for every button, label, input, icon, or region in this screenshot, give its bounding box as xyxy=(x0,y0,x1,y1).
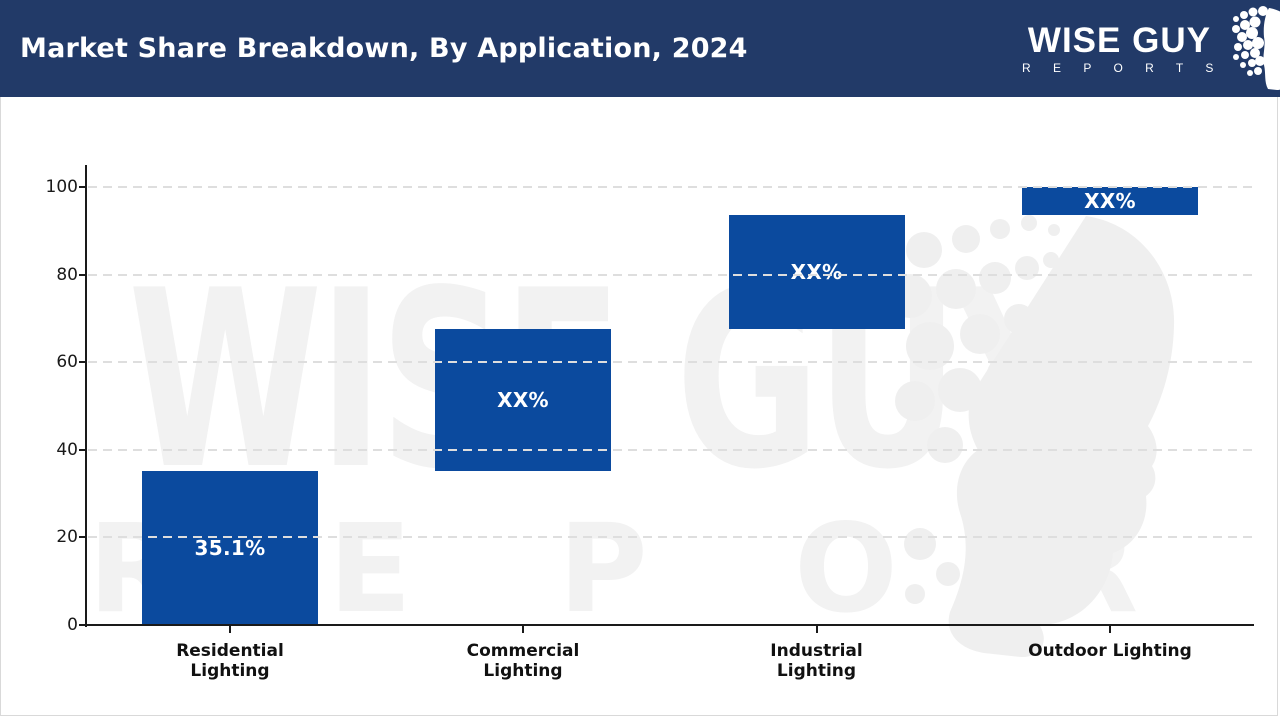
bar-segment: XX% xyxy=(1022,187,1198,216)
y-tick-label: 80 xyxy=(56,264,78,285)
y-tick-label: 40 xyxy=(56,439,78,460)
bar-value-label: XX% xyxy=(497,388,549,413)
y-tick-mark xyxy=(79,273,86,276)
x-category-label: Commercial Lighting xyxy=(466,641,580,681)
page-title: Market Share Breakdown, By Application, … xyxy=(20,33,748,64)
logo-wordmark: WISE GUY xyxy=(1027,20,1211,60)
y-tick-label: 0 xyxy=(67,615,78,635)
y-tick-label: 20 xyxy=(56,527,78,548)
x-category-label: Outdoor Lighting xyxy=(1028,641,1192,661)
gridline xyxy=(88,536,1253,539)
wiseguy-face-icon xyxy=(1231,6,1280,90)
gridline xyxy=(88,186,1253,188)
x-tick-mark xyxy=(522,626,524,633)
x-category-label: Industrial Lighting xyxy=(770,641,863,681)
y-tick-mark xyxy=(79,536,86,539)
y-tick-mark xyxy=(79,624,86,626)
y-axis-line xyxy=(85,165,87,627)
bar-segment: 35.1% xyxy=(142,471,318,625)
x-axis-line xyxy=(85,624,1254,626)
bar-segment: XX% xyxy=(728,215,905,330)
wiseguy-face-watermark-icon xyxy=(888,215,1175,658)
gridline xyxy=(88,273,1253,276)
wiseguy-logo: WISE GUY R E P O R T S xyxy=(1016,6,1280,92)
x-tick-mark xyxy=(1109,626,1111,633)
y-tick-label: 100 xyxy=(45,177,78,197)
bar-value-label: XX% xyxy=(790,260,843,285)
x-tick-mark xyxy=(815,626,818,633)
content-frame xyxy=(0,97,1278,716)
x-category-label: Residential Lighting xyxy=(176,641,284,681)
plot-area: 0 20 40 60 80 100 35.1% XX% XX% XX% Residential L… xyxy=(0,97,1280,716)
header-bar: Market Share Breakdown, By Application, … xyxy=(0,0,1280,97)
y-tick-mark xyxy=(79,448,86,451)
logo-reports-label: R E P O R T S xyxy=(1022,60,1223,75)
y-tick-label: 60 xyxy=(56,352,78,373)
bar-value-label: XX% xyxy=(1084,189,1136,214)
x-tick-mark xyxy=(229,626,231,633)
wiseguy-logo-text: WISE GUY R E P O R T S xyxy=(1016,20,1223,75)
y-tick-mark xyxy=(79,186,86,188)
bar-value-label: 35.1% xyxy=(194,536,266,561)
y-tick-mark xyxy=(79,361,86,364)
gridline xyxy=(88,448,1253,451)
bar-segment: XX% xyxy=(435,329,611,472)
gridline xyxy=(88,361,1253,364)
